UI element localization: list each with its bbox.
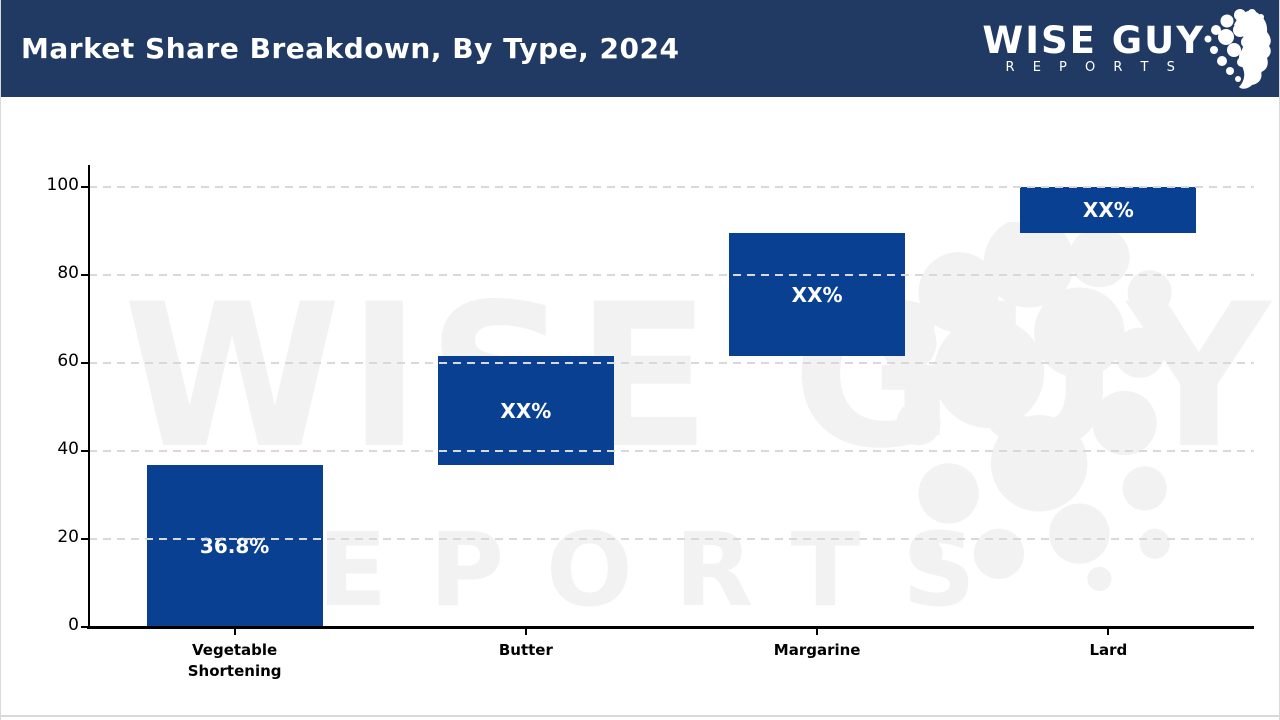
x-tick-mark [816, 628, 819, 635]
page-title: Market Share Breakdown, By Type, 2024 [21, 32, 680, 65]
y-tick-mark [81, 274, 89, 276]
bar-lard: XX% [1020, 187, 1197, 234]
bar-margarine: XX% [729, 233, 906, 357]
category-label: Vegetable Shortening [187, 641, 282, 680]
y-tick-label: 60 [57, 351, 79, 371]
logo-subtitle: R E P O R T S [1005, 60, 1182, 76]
x-tick-mark [1107, 628, 1110, 635]
y-tick-mark [81, 362, 89, 364]
y-tick-label: 40 [57, 439, 79, 459]
y-tick-label: 80 [57, 263, 79, 283]
bar-vegetable-shortening: 36.8% [146, 465, 323, 627]
wiseguy-logo: WISE GUY R E P O R T S [982, 6, 1271, 90]
gridline-y80 [89, 274, 1254, 276]
bar-value-label: XX% [500, 398, 552, 423]
bar-value-label: XX% [791, 282, 843, 307]
bar-value-label: XX% [1082, 198, 1134, 223]
logo-head-icon [1204, 9, 1271, 89]
category-label: Margarine [773, 641, 861, 659]
x-tick-mark [524, 628, 527, 635]
y-axis-line [88, 165, 90, 629]
y-tick-mark [81, 450, 89, 452]
gridline-y40 [89, 450, 1254, 452]
y-tick-label: 20 [57, 527, 79, 547]
y-tick-mark [81, 538, 89, 540]
logo-text: WISE GUY R E P O R T S [982, 18, 1205, 76]
gridline-y100 [89, 186, 1254, 188]
header-bar: Market Share Breakdown, By Type, 2024 WI… [1, 0, 1279, 97]
category-label: Butter [498, 641, 553, 659]
x-tick-mark [233, 628, 236, 635]
bottom-border-rule [1, 715, 1279, 717]
y-tick-mark [81, 626, 89, 628]
x-axis-line [87, 626, 1254, 629]
y-tick-label: 100 [46, 175, 79, 195]
y-tick-mark [81, 186, 89, 188]
y-tick-label: 0 [68, 615, 79, 635]
category-label: Lard [1089, 641, 1128, 659]
gridline-y60 [89, 362, 1254, 364]
gridline-y20 [89, 538, 1254, 540]
logo-name: WISE GUY [982, 18, 1205, 62]
bar-butter: XX% [437, 356, 614, 466]
